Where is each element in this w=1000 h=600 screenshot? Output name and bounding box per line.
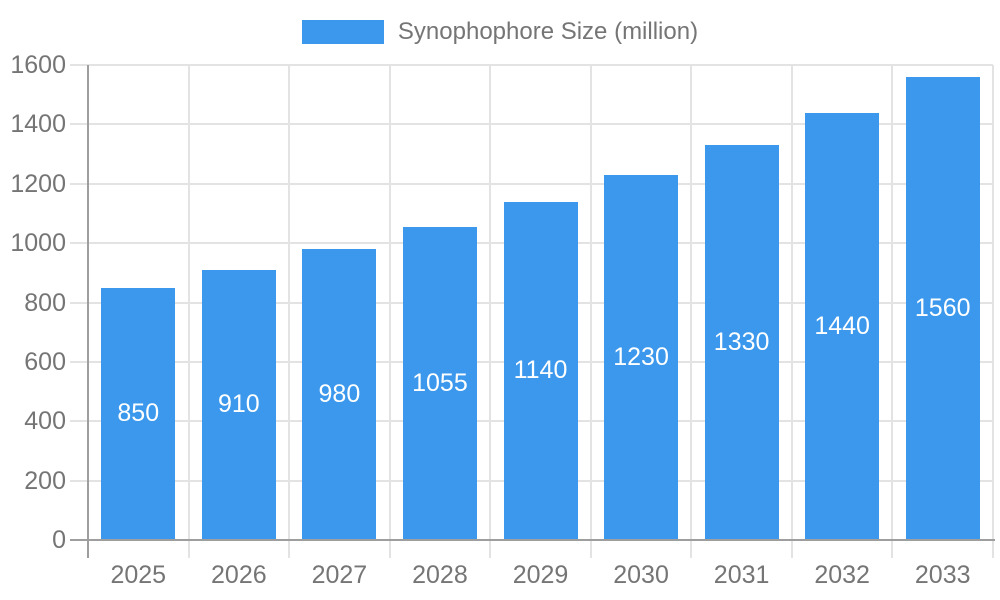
legend-swatch xyxy=(301,20,384,44)
x-tick-label: 2026 xyxy=(211,561,267,589)
x-tick-mark xyxy=(388,540,391,558)
y-tick-mark xyxy=(70,420,88,423)
y-tick-label: 1600 xyxy=(10,51,66,79)
y-tick-label: 1400 xyxy=(10,110,66,139)
y-tick-mark xyxy=(70,301,88,304)
v-gridline xyxy=(589,65,592,540)
bar: 1560 xyxy=(905,76,980,540)
y-tick-mark xyxy=(70,479,88,482)
bar: 980 xyxy=(302,249,377,540)
bar: 1440 xyxy=(805,112,880,540)
legend-label: Synophophore Size (million) xyxy=(397,18,699,45)
y-tick-label: 200 xyxy=(24,466,66,495)
x-tick-mark xyxy=(489,540,492,558)
y-tick-label: 0 xyxy=(52,526,66,554)
v-gridline xyxy=(690,65,693,540)
bar-value-label: 1560 xyxy=(914,293,971,322)
x-tick-label: 2033 xyxy=(914,561,971,589)
bar: 910 xyxy=(201,269,276,540)
x-tick-mark xyxy=(992,540,994,558)
v-gridline xyxy=(187,65,190,540)
h-gridline xyxy=(88,182,993,185)
bar-value-label: 1440 xyxy=(814,311,870,340)
y-tick-mark xyxy=(70,360,88,363)
bar: 1330 xyxy=(704,145,779,540)
bar-value-label: 1230 xyxy=(613,342,669,371)
bar: 1230 xyxy=(604,174,679,540)
x-tick-label: 2029 xyxy=(512,561,569,589)
x-tick-label: 2030 xyxy=(613,561,669,589)
x-tick-mark xyxy=(690,540,693,558)
x-tick-label: 2031 xyxy=(713,561,770,589)
v-gridline xyxy=(489,65,492,540)
v-gridline xyxy=(790,65,793,540)
y-tick-label: 600 xyxy=(24,347,66,376)
y-tick-mark xyxy=(70,182,88,185)
bar-value-label: 1140 xyxy=(513,356,568,385)
bar: 1140 xyxy=(503,201,578,540)
h-gridline xyxy=(88,64,993,66)
h-gridline xyxy=(88,123,993,126)
x-tick-mark xyxy=(790,540,793,558)
bar-value-label: 980 xyxy=(318,380,361,409)
y-tick-label: 400 xyxy=(24,407,66,436)
y-axis-line xyxy=(87,65,89,558)
v-gridline xyxy=(388,65,391,540)
bar-value-label: 1330 xyxy=(713,328,770,357)
legend: Synophophore Size (million) xyxy=(0,17,1000,47)
plot-area: 850 910 980 1055 1140 1230 1330 1440 1560 xyxy=(88,64,994,540)
bar: 850 xyxy=(101,287,176,540)
x-tick-label: 2028 xyxy=(412,561,468,589)
y-tick-mark xyxy=(70,242,88,245)
bar-value-label: 910 xyxy=(217,390,260,419)
bar-value-label: 850 xyxy=(117,399,160,428)
x-tick-mark xyxy=(891,540,894,558)
y-tick-label: 800 xyxy=(24,288,66,317)
x-tick-label: 2025 xyxy=(110,561,167,589)
x-tick-label: 2027 xyxy=(311,561,368,589)
y-tick-mark xyxy=(70,64,88,66)
y-tick-label: 1200 xyxy=(10,169,66,198)
bar: 1055 xyxy=(402,226,477,540)
y-tick-mark xyxy=(70,123,88,126)
v-gridline xyxy=(288,65,291,540)
y-tick-label: 1000 xyxy=(10,229,66,258)
x-axis-line xyxy=(70,539,995,541)
x-tick-mark xyxy=(187,540,190,558)
v-gridline xyxy=(891,65,894,540)
x-tick-mark xyxy=(288,540,291,558)
bar-value-label: 1055 xyxy=(412,368,468,397)
x-tick-mark xyxy=(589,540,592,558)
x-tick-label: 2032 xyxy=(814,561,870,589)
v-gridline xyxy=(992,65,994,540)
